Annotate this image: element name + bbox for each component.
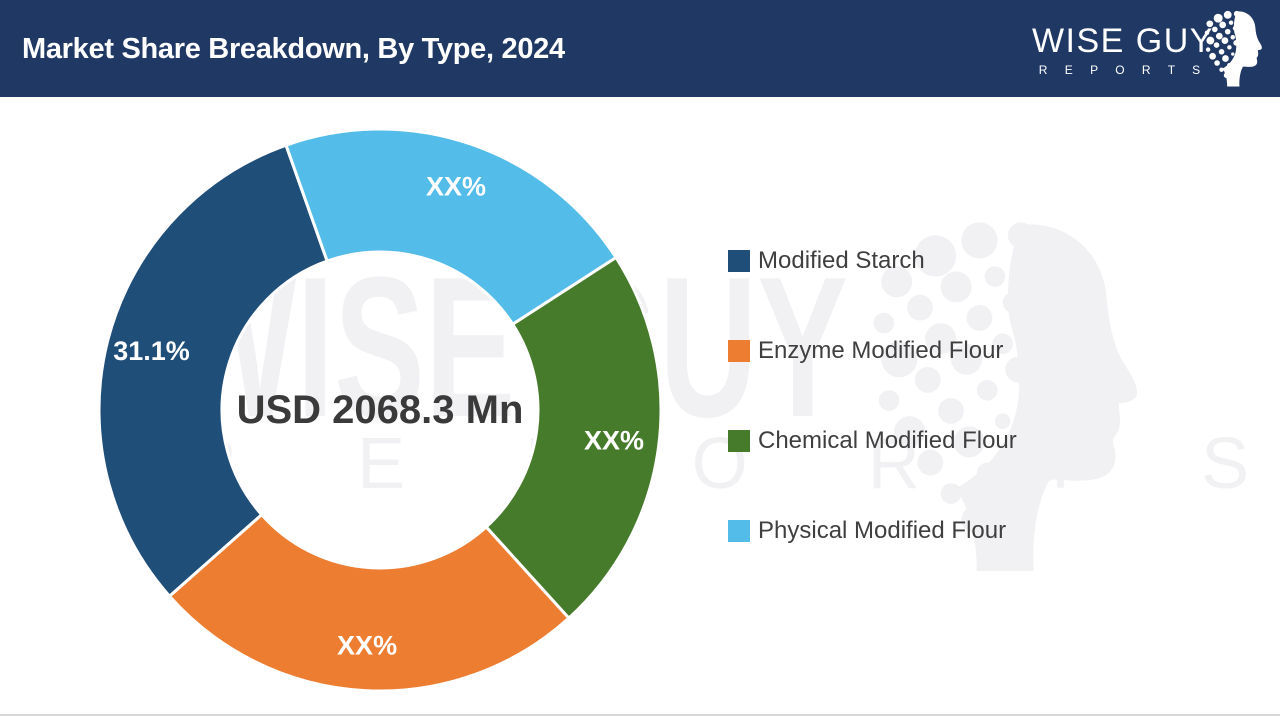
legend-label: Physical Modified Flour xyxy=(758,517,1007,544)
brand-head-icon xyxy=(1204,10,1262,87)
brand-subname: R E P O R T S xyxy=(1038,62,1208,77)
legend-label: Enzyme Modified Flour xyxy=(758,337,1004,364)
brand-logo: WISE GUY R E P O R T S xyxy=(1032,6,1270,92)
legend-swatch-enzyme-modified-flour xyxy=(728,340,750,362)
brand-name: WISE GUY xyxy=(1031,21,1214,60)
footer-divider xyxy=(0,714,1280,716)
legend-item-modified-starch: Modified Starch xyxy=(728,247,1017,274)
legend-swatch-chemical-modified-flour xyxy=(728,430,750,452)
header-bar: Market Share Breakdown, By Type, 2024 WI… xyxy=(0,0,1280,97)
legend-swatch-modified-starch xyxy=(728,250,750,272)
legend-label: Chemical Modified Flour xyxy=(758,427,1017,454)
legend-label: Modified Starch xyxy=(758,247,925,274)
legend-item-enzyme-modified-flour: Enzyme Modified Flour xyxy=(728,337,1017,364)
legend-item-physical-modified-flour: Physical Modified Flour xyxy=(728,517,1017,544)
chart-legend: Modified Starch Enzyme Modified Flour Ch… xyxy=(728,247,1017,544)
legend-item-chemical-modified-flour: Chemical Modified Flour xyxy=(728,427,1017,454)
page-title: Market Share Breakdown, By Type, 2024 xyxy=(22,33,565,65)
brand-logo-text: WISE GUY R E P O R T S xyxy=(1032,22,1214,77)
legend-swatch-physical-modified-flour xyxy=(728,520,750,542)
